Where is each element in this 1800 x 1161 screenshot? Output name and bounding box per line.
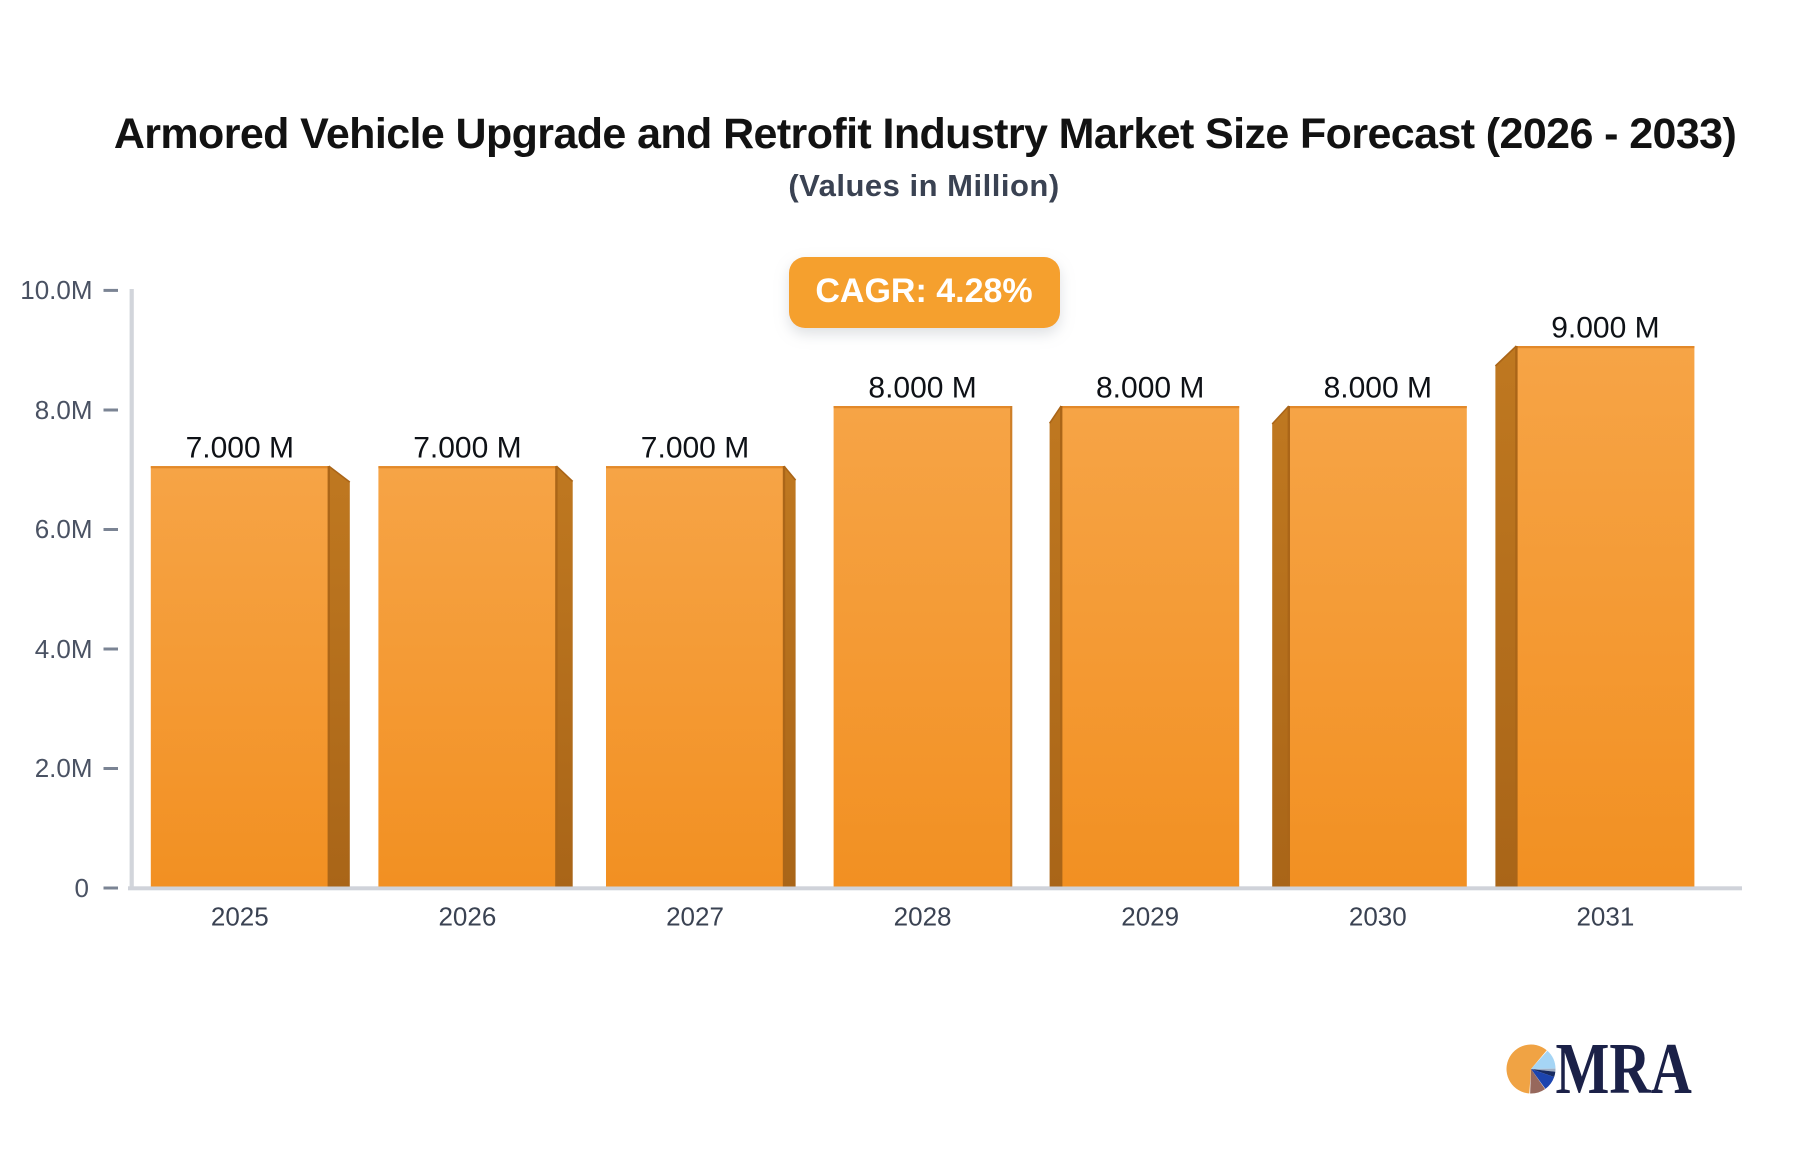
svg-text:CAGR: 4.28%: CAGR: 4.28% [815,272,1032,310]
svg-text:6.0M: 6.0M [35,514,93,544]
svg-text:4.0M: 4.0M [35,634,93,664]
svg-text:8.000 M: 8.000 M [1096,372,1204,405]
svg-text:2029: 2029 [1121,902,1179,932]
svg-text:2028: 2028 [894,902,952,932]
svg-text:7.000 M: 7.000 M [186,432,294,465]
svg-text:2.0M: 2.0M [35,753,93,783]
svg-text:10.0M: 10.0M [20,275,92,305]
svg-text:7.000 M: 7.000 M [641,432,749,465]
svg-text:8.0M: 8.0M [35,395,93,425]
svg-text:2026: 2026 [438,902,496,932]
svg-text:2030: 2030 [1349,902,1407,932]
svg-text:0: 0 [75,873,89,903]
svg-text:(Values in Million): (Values in Million) [788,168,1059,203]
svg-text:7.000 M: 7.000 M [413,432,521,465]
svg-text:2027: 2027 [666,902,724,932]
svg-text:8.000 M: 8.000 M [868,372,976,405]
svg-text:2025: 2025 [211,902,269,932]
svg-text:9.000 M: 9.000 M [1551,312,1659,345]
svg-text:8.000 M: 8.000 M [1324,372,1432,405]
svg-text:Armored Vehicle Upgrade and Re: Armored Vehicle Upgrade and Retrofit Ind… [114,110,1736,158]
svg-text:MRA: MRA [1556,1030,1692,1110]
svg-text:2031: 2031 [1576,902,1634,932]
